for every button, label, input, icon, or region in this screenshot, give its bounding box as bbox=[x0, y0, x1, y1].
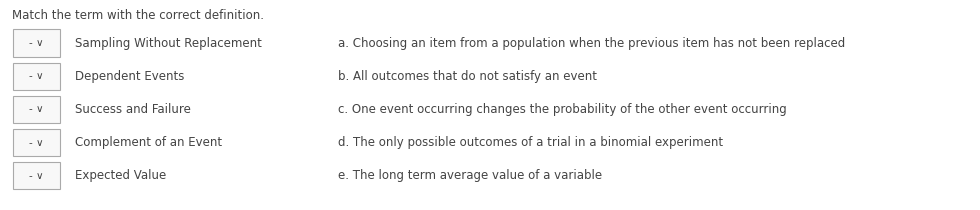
Text: Match the term with the correct definition.: Match the term with the correct definiti… bbox=[12, 9, 264, 22]
Text: - ∨: - ∨ bbox=[29, 38, 43, 48]
Text: Complement of an Event: Complement of an Event bbox=[75, 136, 222, 149]
Text: - ∨: - ∨ bbox=[29, 138, 43, 148]
FancyBboxPatch shape bbox=[13, 63, 60, 90]
Text: - ∨: - ∨ bbox=[29, 71, 43, 81]
Text: d. The only possible outcomes of a trial in a binomial experiment: d. The only possible outcomes of a trial… bbox=[338, 136, 723, 149]
Text: - ∨: - ∨ bbox=[29, 171, 43, 181]
Text: b. All outcomes that do not satisfy an event: b. All outcomes that do not satisfy an e… bbox=[338, 70, 597, 83]
Text: Expected Value: Expected Value bbox=[75, 169, 167, 182]
Text: - ∨: - ∨ bbox=[29, 104, 43, 114]
Text: a. Choosing an item from a population when the previous item has not been replac: a. Choosing an item from a population wh… bbox=[338, 37, 846, 50]
Text: Sampling Without Replacement: Sampling Without Replacement bbox=[75, 37, 263, 50]
FancyBboxPatch shape bbox=[13, 162, 60, 189]
FancyBboxPatch shape bbox=[13, 96, 60, 123]
FancyBboxPatch shape bbox=[13, 129, 60, 156]
Text: Dependent Events: Dependent Events bbox=[75, 70, 185, 83]
Text: e. The long term average value of a variable: e. The long term average value of a vari… bbox=[338, 169, 603, 182]
FancyBboxPatch shape bbox=[13, 29, 60, 57]
Text: Success and Failure: Success and Failure bbox=[75, 103, 191, 116]
Text: c. One event occurring changes the probability of the other event occurring: c. One event occurring changes the proba… bbox=[338, 103, 787, 116]
